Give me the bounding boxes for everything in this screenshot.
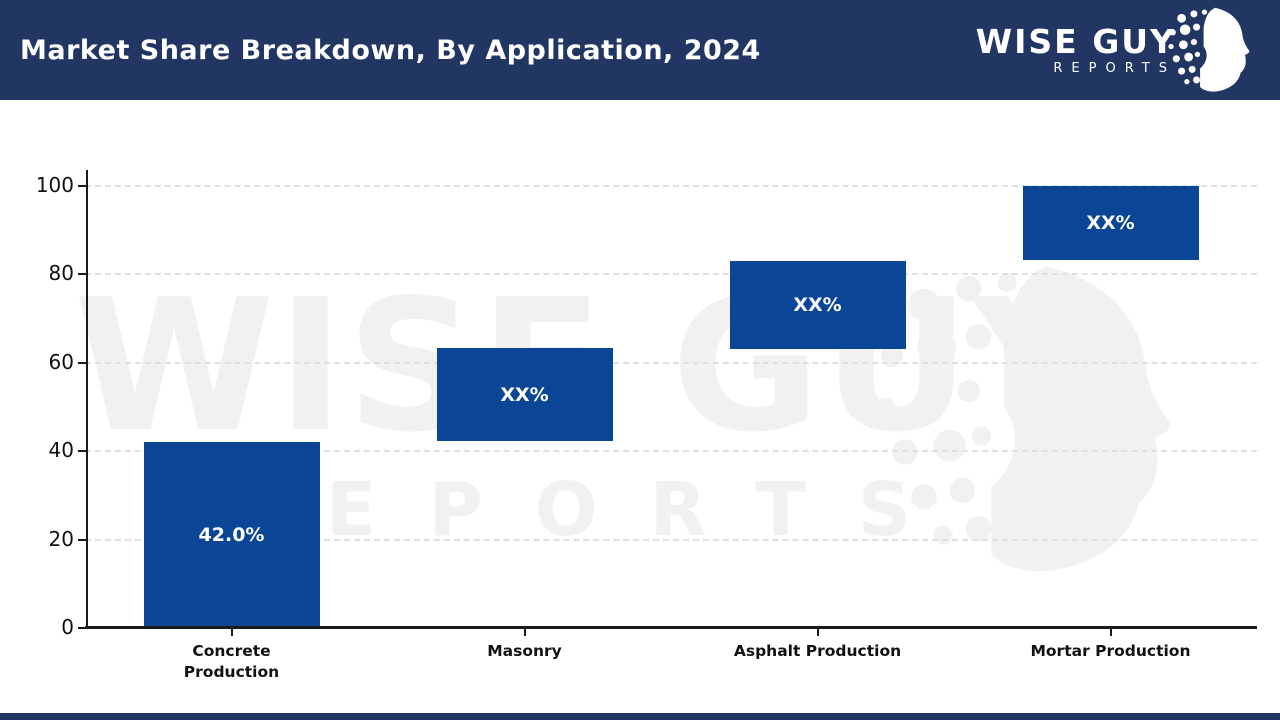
y-axis-tick xyxy=(78,627,86,629)
chart-area: WISE GUY REPORTS 0 20 40 60 80 100 42.0% Concre… xyxy=(0,100,1280,713)
x-category-label: Asphalt Production xyxy=(733,642,902,660)
x-axis-line xyxy=(85,626,1257,629)
y-axis-line xyxy=(86,170,88,628)
bar: 42.0% xyxy=(143,442,320,628)
y-tick-label: 80 xyxy=(48,261,74,286)
brand-name: WISE GUY xyxy=(975,22,1176,61)
x-axis-tick xyxy=(230,629,233,636)
bar-value-label: 42.0% xyxy=(198,524,265,547)
y-tick-label: 0 xyxy=(61,615,74,639)
gridline xyxy=(85,450,1257,453)
x-axis-tick xyxy=(816,629,819,636)
bar-value-label: XX% xyxy=(500,383,549,406)
gridline xyxy=(85,273,1257,276)
y-tick-label: 100 xyxy=(35,173,74,197)
x-axis-tick xyxy=(1109,629,1112,636)
x-category-label: Masonry xyxy=(487,642,562,660)
brand-logo-text: WISE GUY REPORTS xyxy=(976,25,1176,75)
y-tick-label: 60 xyxy=(48,349,74,374)
y-axis-tick xyxy=(78,538,86,541)
x-axis-tick xyxy=(523,629,526,636)
y-tick-label: 40 xyxy=(48,438,74,463)
bar: XX% xyxy=(436,347,613,442)
brand-logo: WISE GUY REPORTS xyxy=(976,6,1254,94)
brand-subname: REPORTS xyxy=(1053,61,1176,76)
bar-value-label: XX% xyxy=(1086,211,1135,234)
y-axis-tick xyxy=(78,361,86,364)
footer-accent-bar xyxy=(0,713,1280,720)
header-bar: Market Share Breakdown, By Application, … xyxy=(0,0,1280,100)
watermark-head-profile-icon xyxy=(876,266,1171,572)
y-axis-tick xyxy=(78,273,86,276)
y-axis-tick xyxy=(78,450,86,453)
chart-title: Market Share Breakdown, By Application, … xyxy=(20,34,761,66)
x-category-label: Concrete Production xyxy=(183,642,280,681)
y-tick-label: 20 xyxy=(48,526,74,551)
head-profile-icon xyxy=(1168,7,1250,92)
bar: XX% xyxy=(1022,186,1199,260)
x-category-label: Mortar Production xyxy=(1030,642,1191,660)
gridline xyxy=(85,538,1257,541)
y-axis-tick xyxy=(78,185,86,187)
gridline xyxy=(85,185,1257,187)
bar: XX% xyxy=(729,260,906,349)
bar-value-label: XX% xyxy=(793,293,842,316)
gridline xyxy=(85,361,1257,364)
